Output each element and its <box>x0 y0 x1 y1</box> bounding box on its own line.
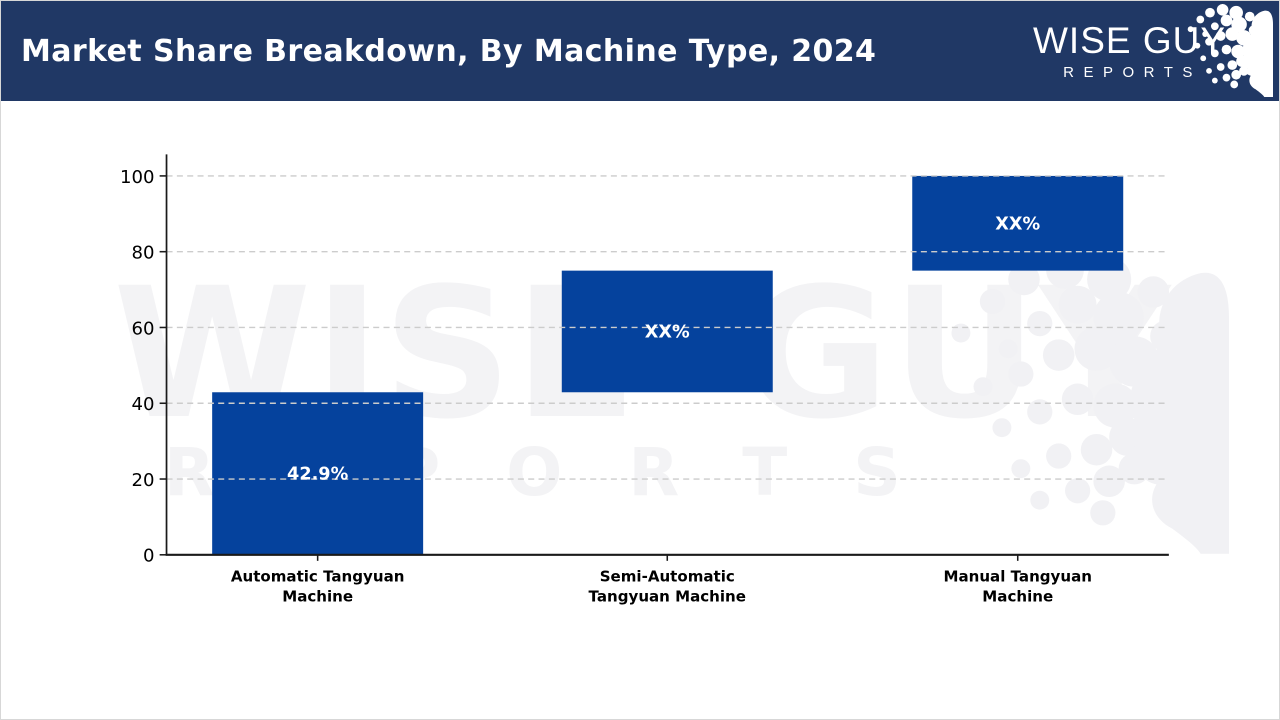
y-axis-tick-label: 80 <box>131 243 154 264</box>
x-axis-label: Semi-Automatic <box>600 568 735 586</box>
y-axis-tick-label: 100 <box>120 167 155 188</box>
page-title: Market Share Breakdown, By Machine Type,… <box>21 33 877 69</box>
wiseguy-logo: WISE GUY REPORTS <box>1019 1 1275 101</box>
bar-segment <box>561 270 773 393</box>
x-axis-label: Machine <box>982 587 1053 605</box>
y-axis-tick-label: 20 <box>131 470 154 491</box>
y-axis-tick-label: 60 <box>131 318 154 339</box>
y-axis-tick-label: 40 <box>131 394 154 415</box>
x-axis-label: Manual Tangyuan <box>944 568 1092 586</box>
x-axis-label: Machine <box>282 587 353 605</box>
wiseguy-face-icon <box>1187 4 1273 98</box>
x-axis-label: Automatic Tangyuan <box>231 568 405 586</box>
bar-value-label: XX% <box>645 322 690 342</box>
bar-segment <box>212 392 424 555</box>
x-axis-label: Tangyuan Machine <box>589 587 746 605</box>
bar-value-label: XX% <box>995 214 1040 234</box>
bar-segment <box>912 175 1124 271</box>
header: Market Share Breakdown, By Machine Type,… <box>1 1 1279 101</box>
bar-value-label: 42.9% <box>287 465 349 485</box>
logo-subtext: REPORTS <box>1063 64 1202 81</box>
y-axis-tick-label: 0 <box>143 546 155 567</box>
